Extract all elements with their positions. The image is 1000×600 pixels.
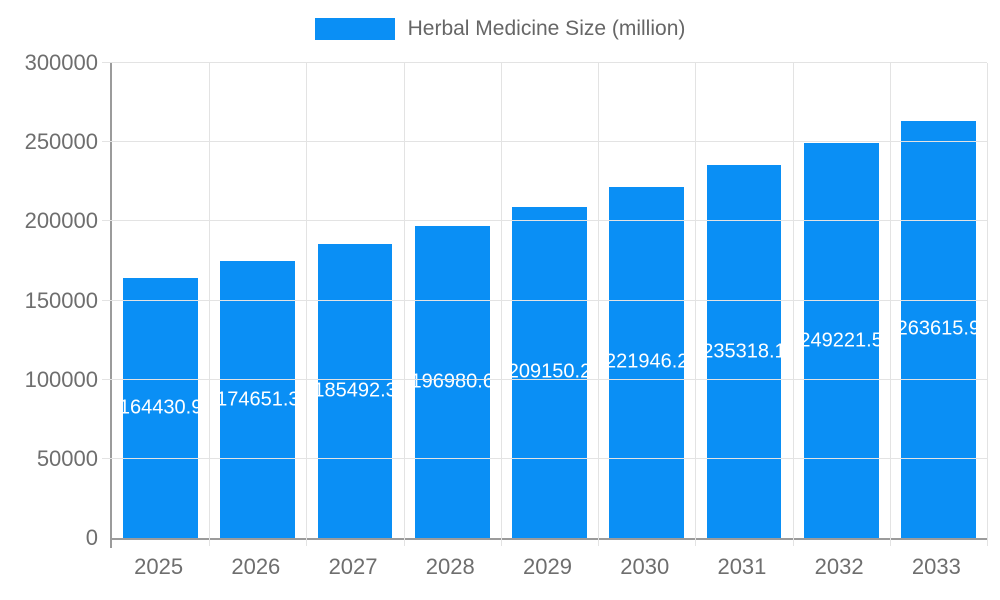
y-gridline (102, 378, 987, 380)
bar-cell-2031: 235318.1 (695, 63, 792, 538)
bar-cell-2030: 221946.2 (598, 63, 695, 538)
bar-2033[interactable]: 263615.9 (900, 120, 976, 538)
y-gridline (102, 457, 987, 459)
y-axis-tick-label: 50000 (36, 445, 98, 471)
bar-2031[interactable]: 235318.1 (706, 165, 782, 538)
x-gridline (500, 63, 502, 546)
bar-cell-2025: 164430.9 (112, 63, 209, 538)
bar-cell-2032: 249221.5 (793, 63, 890, 538)
bar-2028[interactable]: 196980.6 (414, 226, 490, 538)
y-gridline (102, 299, 987, 301)
x-gridline (306, 63, 308, 546)
bar-series: 164430.9 174651.3 185492.3 196980.6 209150.2… (112, 63, 987, 538)
x-axis-tick-label: 2028 (425, 554, 475, 579)
x-axis-tick-label: 2025 (134, 554, 184, 579)
bar-value-label: 164430.9 (123, 396, 199, 419)
y-gridline (102, 141, 987, 143)
legend-label: Herbal Medicine Size (million) (407, 17, 686, 40)
x-gridline (889, 63, 891, 546)
y-axis-tick-label: 150000 (24, 287, 98, 313)
x-gridline (598, 63, 600, 546)
legend-swatch-icon (314, 18, 395, 40)
bar-2027[interactable]: 185492.3 (317, 244, 393, 538)
x-gridline (987, 63, 988, 546)
bar-value-label: 174651.3 (220, 388, 296, 411)
bar-value-label: 221946.2 (609, 350, 685, 373)
x-gridline (209, 63, 211, 546)
bar-cell-2026: 174651.3 (209, 63, 306, 538)
x-gridline (403, 63, 405, 546)
plot-area: 164430.9 174651.3 185492.3 196980.6 209150.2… (102, 62, 988, 548)
bar-value-label: 185492.3 (317, 379, 393, 402)
x-gridline (792, 63, 794, 546)
bar-cell-2029: 209150.2 (501, 63, 598, 538)
bar-value-label: 263615.9 (900, 317, 976, 340)
bar-2030[interactable]: 221946.2 (609, 186, 685, 538)
x-axis-tick-label: 2033 (911, 554, 961, 579)
bar-2032[interactable]: 249221.5 (803, 143, 879, 538)
bar-value-label: 235318.1 (706, 340, 782, 363)
x-axis-tick-label: 2029 (523, 554, 572, 579)
x-gridline (695, 63, 697, 546)
bar-cell-2028: 196980.6 (404, 63, 501, 538)
bar-2026[interactable]: 174651.3 (220, 261, 296, 538)
bar-value-label: 196980.6 (414, 370, 490, 393)
y-axis-tick-label: 200000 (24, 208, 98, 234)
bar-2025[interactable]: 164430.9 (123, 277, 199, 538)
bar-2029[interactable]: 209150.2 (512, 206, 587, 538)
bar-value-label: 209150.2 (512, 360, 587, 383)
bar-value-label: 249221.5 (803, 329, 879, 352)
y-axis-tick-label: 250000 (24, 129, 98, 155)
y-axis-tick-label: 300000 (24, 50, 98, 75)
x-axis-tick-label: 2027 (328, 554, 378, 579)
x-axis-tick-label: 2026 (231, 554, 281, 579)
x-axis-tick-label: 2030 (620, 554, 670, 579)
x-axis-tick-label: 2031 (717, 554, 767, 579)
y-gridline (102, 62, 987, 63)
x-axis-tick-label: 2032 (814, 554, 864, 579)
y-gridline (102, 220, 987, 222)
bar-cell-2027: 185492.3 (306, 63, 403, 538)
bar-cell-2033: 263615.9 (890, 63, 987, 538)
y-axis-tick-label: 0 (85, 525, 98, 550)
y-axis-tick-label: 100000 (24, 366, 98, 392)
legend[interactable]: Herbal Medicine Size (million) (0, 17, 1000, 41)
x-axis-origin-tick (110, 538, 112, 548)
